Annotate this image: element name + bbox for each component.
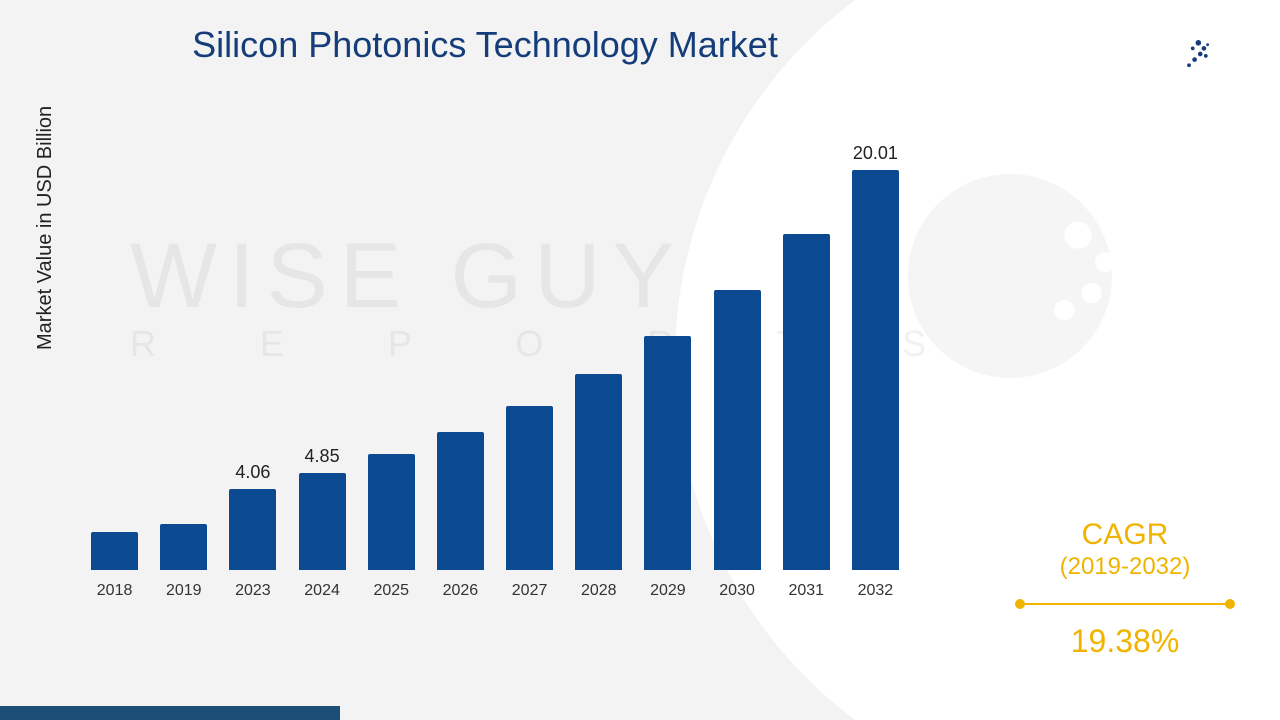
brand-logo: WISE GUY R E P O R T S bbox=[985, 26, 1244, 102]
x-tick-label: 2029 bbox=[633, 582, 702, 600]
bar bbox=[575, 374, 622, 570]
bar-value-label: 4.06 bbox=[229, 462, 276, 483]
bar bbox=[506, 406, 553, 570]
page-root: Silicon Photonics Technology Market WISE… bbox=[0, 0, 1280, 720]
y-axis-label: Market Value in USD Billion bbox=[34, 106, 57, 350]
bottom-strip bbox=[0, 706, 340, 720]
x-tick-label: 2024 bbox=[288, 582, 357, 600]
x-tick-label: 2018 bbox=[80, 582, 149, 600]
brand-head-icon bbox=[1161, 26, 1217, 82]
bar bbox=[368, 454, 415, 570]
bar-value-label: 20.01 bbox=[852, 143, 899, 164]
x-tick-label: 2031 bbox=[772, 582, 841, 600]
x-tick-label: 2032 bbox=[841, 582, 910, 600]
bar bbox=[437, 432, 484, 570]
x-tick-label: 2023 bbox=[218, 582, 287, 600]
chart-area: 4.064.8520.01 20182019202320242025202620… bbox=[80, 130, 910, 600]
bar bbox=[644, 336, 691, 570]
x-tick-label: 2030 bbox=[703, 582, 772, 600]
cagr-value: 19.38% bbox=[1010, 623, 1240, 660]
bar-value-label: 4.85 bbox=[299, 446, 346, 467]
bar: 20.01 bbox=[852, 170, 899, 570]
x-tick-label: 2026 bbox=[426, 582, 495, 600]
cagr-divider bbox=[1020, 603, 1230, 605]
cagr-block: CAGR (2019-2032) 19.38% bbox=[1010, 517, 1240, 660]
bar: 4.85 bbox=[299, 473, 346, 570]
cagr-title: CAGR bbox=[1010, 517, 1240, 553]
bar bbox=[160, 524, 207, 570]
x-tick-label: 2027 bbox=[495, 582, 564, 600]
x-tick-label: 2019 bbox=[149, 582, 218, 600]
bar-plot: 4.06 4.85 20.01 bbox=[80, 130, 910, 570]
x-tick-label: 2028 bbox=[564, 582, 633, 600]
brand-line1: WISE GUY bbox=[985, 38, 1149, 70]
bar bbox=[714, 290, 761, 570]
brand-line2: R E P O R T S bbox=[985, 84, 1244, 102]
bar bbox=[783, 234, 830, 570]
cagr-range: (2019-2032) bbox=[1010, 553, 1240, 581]
chart-title: Silicon Photonics Technology Market bbox=[0, 24, 970, 66]
bar: 4.06 bbox=[229, 489, 276, 570]
x-tick-label: 2025 bbox=[357, 582, 426, 600]
bar bbox=[91, 532, 138, 570]
